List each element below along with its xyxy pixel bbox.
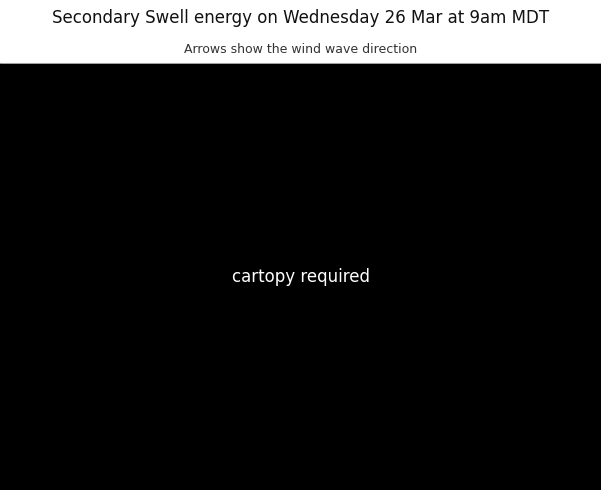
Text: Secondary Swell energy on Wednesday 26 Mar at 9am MDT: Secondary Swell energy on Wednesday 26 M… bbox=[52, 9, 549, 27]
Text: Arrows show the wind wave direction: Arrows show the wind wave direction bbox=[184, 43, 417, 56]
Text: cartopy required: cartopy required bbox=[231, 268, 370, 286]
